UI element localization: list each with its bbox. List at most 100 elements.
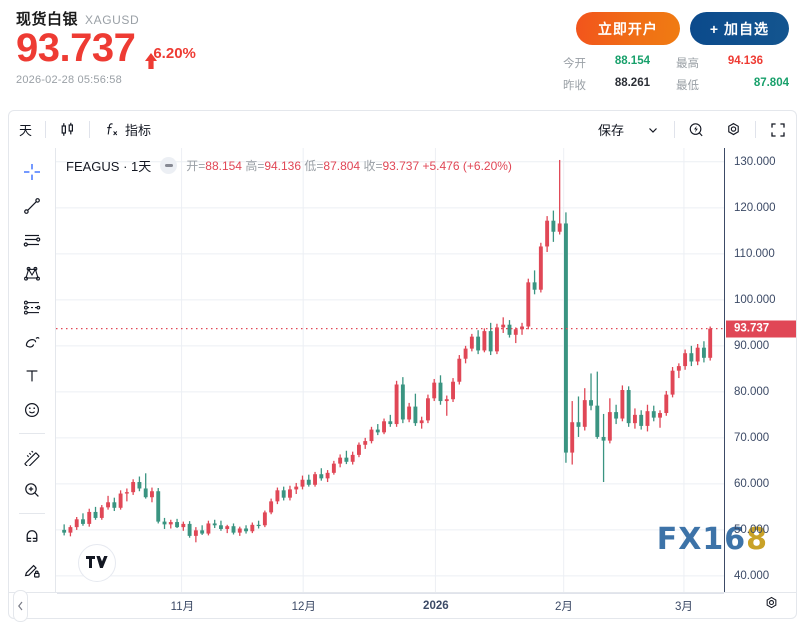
chart-settings-button[interactable] [715,117,752,143]
rail-divider-2 [19,513,45,514]
trend-line-icon[interactable] [15,190,49,222]
price-axis-label: 130.000 [734,155,776,168]
change-percent: 6.20% [153,45,196,63]
time-axis-label: 3月 [675,601,693,613]
price-axis-label: 110.000 [734,247,775,260]
time-axis[interactable]: 11月 12月 2026 2月 3月 [8,589,797,622]
time-axis-label: 2月 [554,601,573,613]
price-axis-label: 60.000 [734,477,770,490]
toolbar-divider-4 [755,121,756,138]
time-axis-label: 11月 [170,601,195,613]
plot-canvas[interactable] [56,148,724,592]
fullscreen-button[interactable] [759,117,796,143]
replay-icon [688,121,705,138]
save-menu-button[interactable] [634,117,671,143]
current-price-tag: 93.737 [726,320,796,338]
legend-high-value: 94.136 [264,159,302,173]
legend-open-value: 88.154 [205,159,242,173]
fib-retracement-icon[interactable] [15,292,49,324]
price-axis[interactable]: 40.000 50.000 60.000 70.000 80.000 90.000 100.… [724,148,796,592]
time-axis-label: 2026 [423,600,449,612]
quote-stats: 今开 88.154 最高 94.136 昨收 88.261 最低 87.804 [563,55,789,93]
open-account-button[interactable]: 立即开户 [575,12,680,45]
lock-drawings-icon[interactable] [15,554,49,586]
price-row: 93.737 6.20% [16,26,789,70]
symbol-code: XAGUSD [85,13,140,27]
save-label: 保存 [597,123,624,138]
add-favorite-button[interactable]: + 加自选 [689,12,789,45]
toolbar-divider-3 [674,121,675,138]
pattern-icon[interactable] [15,258,49,290]
brush-icon[interactable] [15,326,49,358]
header-actions: 立即开户 + 加自选 [575,12,789,45]
legend-ohlc: 开=88.154 高=94.136 低=87.804 收=93.737 +5.4… [186,157,512,174]
time-axis-label: 12月 [291,601,316,613]
quote-timestamp: 2026-02-28 05:56:58 [16,74,122,87]
measure-ruler-icon[interactable] [15,440,49,472]
eye-hide-icon[interactable] [160,157,178,174]
drawing-toolbar [8,148,56,592]
tradingview-logo-icon[interactable] [78,544,116,582]
candlestick-svg [56,148,724,592]
symbol-row: 现货白银 XAGUSD [16,8,789,29]
toolbar-divider [45,121,47,138]
watermark-text-blue: FX16 [656,522,747,557]
gear-icon [725,121,742,138]
price-axis-label: 40.000 [734,569,770,582]
legend-close-label: 收= [363,159,383,173]
crosshair-icon[interactable] [15,156,49,188]
interval-label: 天 [19,123,33,138]
stat-value-open: 88.154 [614,55,650,67]
indicators-button[interactable]: 指标 [93,117,161,143]
emoji-icon[interactable] [15,394,49,426]
chevron-left-icon[interactable] [13,589,28,622]
chart-toolbar: 天 指标 保存 [8,110,797,148]
stat-value-high: 94.136 [727,55,763,67]
legend-open-label: 开= [186,159,206,173]
toolbar-divider-2 [89,121,91,138]
symbol-name: 现货白银 [16,11,79,28]
price-axis-label: 120.000 [734,201,776,214]
legend-low-value: 87.804 [323,159,361,173]
legend-high-label: 高= [245,159,265,173]
rail-divider-1 [19,433,45,434]
interval-selector[interactable]: 天 [9,117,42,143]
fx-icon [103,121,120,138]
chart-legend: FEAGUS · 1天 开=88.154 高=94.136 低=87.804 收… [66,156,512,175]
legend-title: FEAGUS · 1天 [66,159,152,174]
stat-label-low: 最低 [676,80,699,92]
legend-change: +5.476 [422,159,460,173]
price-axis-label: 50.000 [734,523,770,536]
magnet-icon[interactable] [15,520,49,552]
quote-header: 现货白银 XAGUSD 93.737 6.20% 2026-02-28 05:5… [0,0,805,110]
legend-low-label: 低= [304,159,324,173]
fx168-watermark: FX168 [657,522,768,557]
save-button[interactable]: 保存 [588,117,634,143]
text-icon[interactable] [15,360,49,392]
chevron-down-icon [644,121,661,138]
price-axis-label: 100.000 [734,293,776,306]
chart-type-button[interactable] [49,117,86,143]
stat-label-high: 最高 [676,58,699,70]
replay-button[interactable] [678,117,715,143]
candlestick-icon [59,121,76,138]
stat-value-low: 87.804 [753,77,789,89]
stat-label-open: 今开 [563,58,586,70]
stat-value-prevclose: 88.261 [614,77,650,89]
legend-change-percent: (+6.20%) [462,159,512,173]
time-axis-labels: 11月 12月 2026 2月 3月 [57,593,724,618]
price-axis-label: 90.000 [734,339,770,352]
chart-area[interactable]: FEAGUS · 1天 开=88.154 高=94.136 低=87.804 收… [56,148,797,592]
zoom-in-icon[interactable] [15,474,49,506]
last-price: 93.737 [16,26,136,70]
horizontal-lines-icon[interactable] [15,224,49,256]
fullscreen-icon [769,121,786,138]
price-axis-label: 80.000 [734,385,770,398]
watermark-text-gold: 8 [746,522,768,557]
stat-label-prevclose: 昨收 [563,80,586,92]
indicators-label: 指标 [125,123,152,138]
time-axis-settings-icon[interactable] [763,595,780,617]
price-axis-label: 70.000 [734,431,770,444]
legend-close-value: 93.737 [382,159,420,173]
